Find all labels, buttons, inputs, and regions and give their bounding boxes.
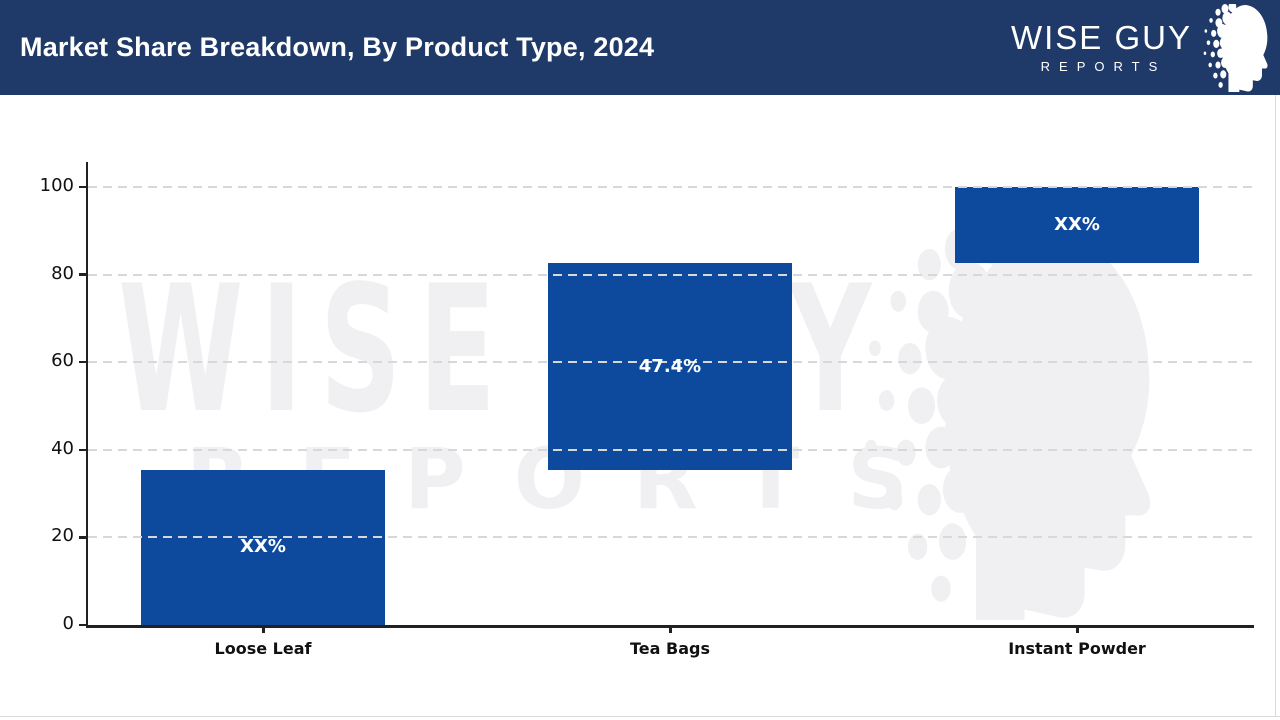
x-tick (1076, 625, 1079, 633)
bottom-divider-line (0, 716, 1280, 717)
y-tick (79, 185, 88, 189)
logo-line2: REPORTS (1040, 58, 1167, 74)
logo-line1: WISE GUY (1010, 19, 1192, 57)
gridline-20 (88, 536, 1254, 539)
x-tick-label-loose-leaf: Loose Leaf (214, 639, 312, 658)
y-tick (79, 536, 88, 539)
y-tick-label: 100 (39, 175, 74, 196)
logo-wordmark: WISE GUY REPORTS (1011, 21, 1192, 74)
y-tick-label: 20 (51, 525, 74, 547)
y-axis-line (85, 162, 88, 625)
y-tick-label: 40 (51, 437, 74, 459)
y-tick (79, 360, 88, 364)
header-bar: Market Share Breakdown, By Product Type,… (0, 0, 1280, 95)
page-title: Market Share Breakdown, By Product Type,… (20, 32, 655, 62)
y-tick-label: 0 (62, 613, 74, 634)
gridline-80 (88, 273, 1254, 276)
bar-value-label-tea-bags: 47.4% (638, 355, 702, 377)
watermark-head-icon (865, 228, 1151, 620)
y-tick (79, 448, 88, 452)
bar-tea-bags (548, 262, 792, 471)
y-tick (79, 273, 88, 276)
gridline-40 (88, 448, 1254, 451)
y-tick-label: 80 (51, 262, 74, 284)
x-axis-line (85, 625, 1254, 628)
brand-logo: WISE GUY REPORTS (1011, 3, 1272, 92)
x-tick-label-tea-bags: Tea Bags (630, 639, 710, 658)
bar-value-label-loose-leaf: XX% (240, 536, 286, 558)
gridline-60 (88, 361, 1254, 364)
x-tick (669, 625, 672, 633)
x-tick-label-instant-powder: Instant Powder (1008, 639, 1146, 658)
y-tick (79, 623, 88, 627)
bar-loose-leaf (141, 470, 385, 625)
gridline-100 (88, 186, 1254, 188)
right-divider-line (1275, 95, 1276, 716)
logo-head-icon (1203, 3, 1268, 92)
y-tick-label: 60 (51, 350, 74, 372)
x-tick (262, 625, 265, 633)
bar-value-label-instant-powder: XX% (1054, 214, 1100, 235)
